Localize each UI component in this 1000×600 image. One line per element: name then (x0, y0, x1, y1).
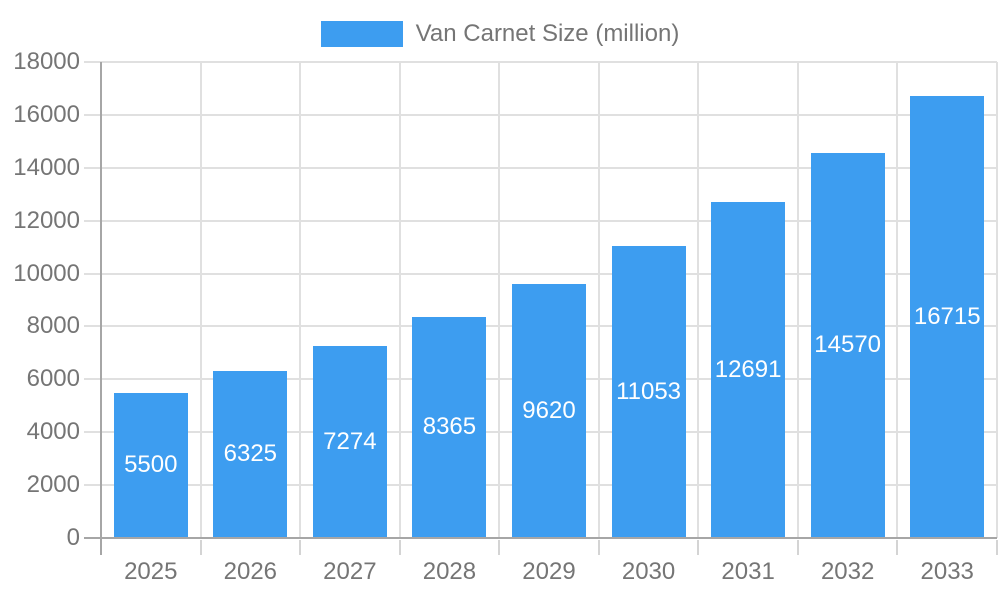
y-gridline (84, 166, 997, 169)
bar-value-label: 16715 (913, 302, 981, 330)
x-gridline (398, 62, 401, 538)
y-axis-label: 10000 (13, 259, 80, 287)
x-axis-label: 2029 (522, 558, 576, 585)
x-axis-label: 2031 (721, 558, 775, 585)
x-gridline (597, 62, 600, 538)
x-axis-label: 2033 (920, 558, 974, 585)
x-axis-label: 2028 (422, 558, 477, 585)
bar[interactable] (113, 392, 188, 538)
x-axis-line (84, 537, 997, 539)
x-axis-tick (796, 540, 799, 555)
x-axis-label: 2026 (223, 558, 278, 585)
x-axis-tick (896, 540, 899, 555)
x-axis-label: 2025 (124, 558, 178, 585)
bar[interactable] (910, 95, 985, 538)
legend-swatch[interactable] (320, 21, 403, 47)
x-axis-tick (299, 540, 302, 555)
bar[interactable] (312, 345, 387, 538)
y-axis-line (100, 62, 102, 555)
y-axis-label: 0 (66, 524, 80, 551)
y-axis-label: 18000 (13, 48, 80, 75)
bar[interactable] (512, 283, 586, 538)
bar[interactable] (810, 152, 885, 538)
x-axis-label: 2027 (323, 558, 377, 585)
bar-value-label: 9620 (522, 396, 576, 424)
x-gridline (796, 62, 799, 538)
legend[interactable]: Van Carnet Size (million) (0, 18, 1000, 50)
bar-value-label: 14570 (814, 331, 882, 359)
y-axis-label: 6000 (26, 365, 80, 393)
y-gridline (84, 61, 997, 63)
bar-value-label: 7274 (323, 427, 377, 455)
bar[interactable] (611, 245, 686, 538)
y-gridline (84, 272, 997, 275)
x-gridline (996, 62, 998, 538)
bar-value-label: 8365 (422, 413, 477, 441)
bar-value-label: 6325 (223, 440, 278, 468)
bar-value-label: 12691 (714, 356, 782, 384)
x-gridline (697, 62, 700, 538)
y-axis-label: 4000 (26, 418, 80, 446)
x-axis-tick (697, 540, 700, 555)
x-axis-tick (398, 540, 401, 555)
bar[interactable] (412, 316, 487, 538)
x-gridline (896, 62, 899, 538)
x-axis-tick (597, 540, 600, 555)
y-axis-label: 16000 (13, 100, 80, 128)
y-axis-label: 12000 (13, 206, 80, 234)
bar[interactable] (213, 370, 288, 538)
x-axis-tick (199, 540, 202, 555)
y-gridline (84, 113, 997, 116)
bar-value-label: 11053 (616, 377, 682, 405)
x-gridline (199, 62, 202, 538)
y-gridline (84, 219, 997, 222)
bar-value-label: 5500 (124, 451, 178, 479)
x-axis-tick (996, 540, 998, 555)
x-gridline (498, 62, 501, 538)
y-axis-label: 8000 (26, 312, 80, 340)
y-axis-label: 14000 (13, 153, 80, 181)
x-axis-label: 2030 (621, 558, 676, 585)
x-axis-tick (498, 540, 501, 555)
legend-label[interactable]: Van Carnet Size (million) (415, 20, 680, 47)
bar[interactable] (711, 202, 786, 538)
y-axis-label: 2000 (26, 471, 80, 499)
x-axis-label: 2032 (820, 558, 875, 585)
x-gridline (299, 62, 302, 538)
